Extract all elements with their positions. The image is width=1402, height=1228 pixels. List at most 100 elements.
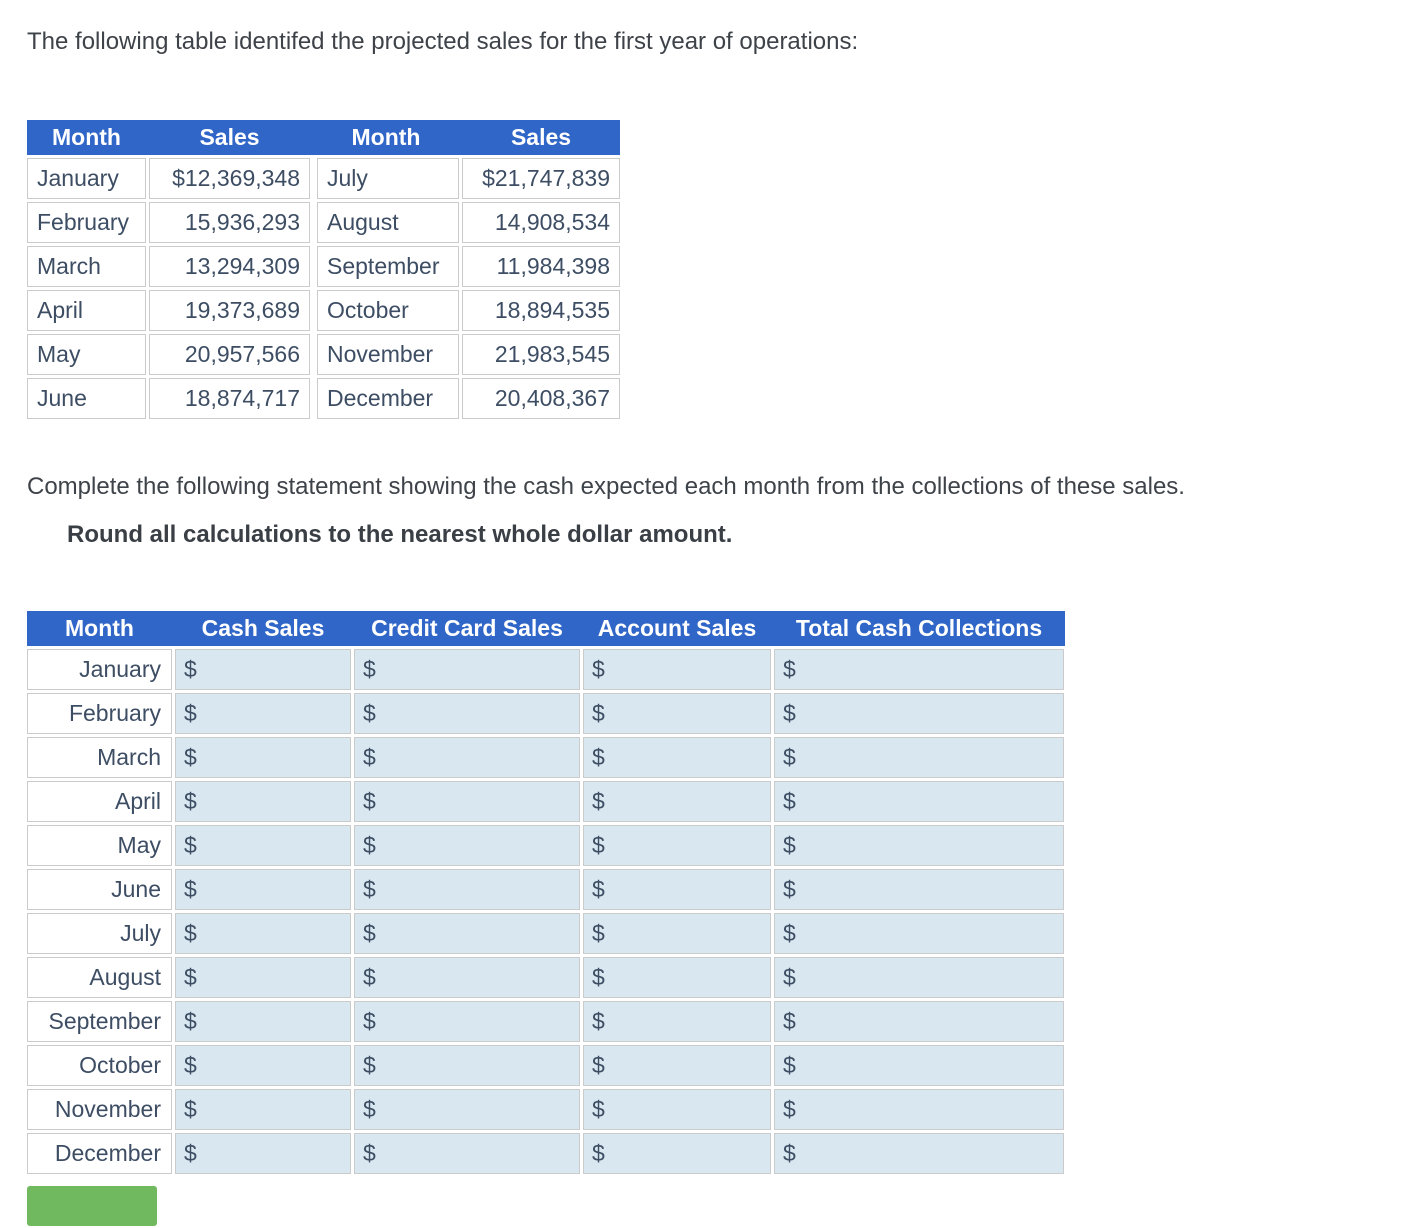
account-sales-input-january[interactable]: $ (583, 649, 771, 690)
account-sales-input-april[interactable]: $ (583, 781, 771, 822)
account-sales-input-december[interactable]: $ (583, 1133, 771, 1174)
sales-value-cell: 13,294,309 (149, 246, 310, 287)
bottom-button-cutoff[interactable] (27, 1186, 157, 1226)
column-header: Month (351, 124, 421, 150)
column-header: Month (65, 615, 134, 641)
currency-symbol: $ (783, 876, 796, 902)
account-sales-input-august[interactable]: $ (583, 957, 771, 998)
currency-symbol: $ (363, 1096, 376, 1122)
projected-sales-table-header: Month Sales Month Sales (27, 120, 620, 155)
month-cell: October (27, 1045, 172, 1086)
currency-symbol: $ (592, 744, 605, 770)
credit-card-sales-input-july[interactable]: $ (354, 913, 580, 954)
total-cash-collections-input-september[interactable]: $ (774, 1001, 1064, 1042)
sales-value-cell: 18,874,717 (149, 378, 310, 419)
total-cash-collections-input-december[interactable]: $ (774, 1133, 1064, 1174)
total-cash-collections-input-april[interactable]: $ (774, 781, 1064, 822)
credit-card-sales-input-november[interactable]: $ (354, 1089, 580, 1130)
column-header: Cash Sales (201, 615, 325, 641)
cash-sales-input-september[interactable]: $ (175, 1001, 351, 1042)
total-cash-collections-input-january[interactable]: $ (774, 649, 1064, 690)
currency-symbol: $ (363, 964, 376, 990)
cash-sales-input-february[interactable]: $ (175, 693, 351, 734)
cash-sales-input-april[interactable]: $ (175, 781, 351, 822)
intro-paragraph: The following table identifed the projec… (27, 28, 859, 55)
total-cash-collections-input-may[interactable]: $ (774, 825, 1064, 866)
currency-symbol: $ (783, 1096, 796, 1122)
cash-sales-input-july[interactable]: $ (175, 913, 351, 954)
cash-sales-input-may[interactable]: $ (175, 825, 351, 866)
currency-symbol: $ (592, 1140, 605, 1166)
currency-symbol: $ (783, 1140, 796, 1166)
credit-card-sales-input-february[interactable]: $ (354, 693, 580, 734)
currency-symbol: $ (363, 788, 376, 814)
total-cash-collections-input-july[interactable]: $ (774, 913, 1064, 954)
account-sales-input-june[interactable]: $ (583, 869, 771, 910)
cash-sales-input-january[interactable]: $ (175, 649, 351, 690)
sales-value-cell: $21,747,839 (462, 158, 620, 199)
cash-sales-input-october[interactable]: $ (175, 1045, 351, 1086)
currency-symbol: $ (184, 1096, 197, 1122)
account-sales-input-july[interactable]: $ (583, 913, 771, 954)
account-sales-input-october[interactable]: $ (583, 1045, 771, 1086)
currency-symbol: $ (363, 920, 376, 946)
credit-card-sales-input-may[interactable]: $ (354, 825, 580, 866)
cash-sales-input-august[interactable]: $ (175, 957, 351, 998)
currency-symbol: $ (783, 1008, 796, 1034)
credit-card-sales-input-december[interactable]: $ (354, 1133, 580, 1174)
projected-sales-table: Month Sales Month Sales January $12,369,348 J… (27, 120, 620, 419)
month-cell: November (27, 1089, 172, 1130)
cash-sales-input-november[interactable]: $ (175, 1089, 351, 1130)
cash-collections-table-header: Month Cash Sales Credit Card Sales Account … (27, 611, 1065, 646)
total-cash-collections-input-august[interactable]: $ (774, 957, 1064, 998)
column-header: Month (52, 124, 121, 150)
cash-sales-input-december[interactable]: $ (175, 1133, 351, 1174)
currency-symbol: $ (363, 876, 376, 902)
cash-collections-table-body: January $ $ $ $ February $ $ $ $ March $ $ $ $ April $ $ $… (27, 649, 1065, 1174)
month-cell: June (27, 378, 146, 419)
currency-symbol: $ (363, 656, 376, 682)
month-cell: May (27, 334, 146, 375)
currency-symbol: $ (783, 920, 796, 946)
sales-value-cell: 21,983,545 (462, 334, 620, 375)
total-cash-collections-input-march[interactable]: $ (774, 737, 1064, 778)
credit-card-sales-input-january[interactable]: $ (354, 649, 580, 690)
account-sales-input-march[interactable]: $ (583, 737, 771, 778)
credit-card-sales-input-august[interactable]: $ (354, 957, 580, 998)
sales-value-cell: $12,369,348 (149, 158, 310, 199)
rounding-note: Round all calculations to the nearest wh… (67, 521, 733, 548)
credit-card-sales-input-october[interactable]: $ (354, 1045, 580, 1086)
column-header: Total Cash Collections (795, 615, 1043, 641)
cash-sales-input-june[interactable]: $ (175, 869, 351, 910)
currency-symbol: $ (783, 964, 796, 990)
currency-symbol: $ (184, 832, 197, 858)
account-sales-input-november[interactable]: $ (583, 1089, 771, 1130)
currency-symbol: $ (592, 876, 605, 902)
cash-sales-input-march[interactable]: $ (175, 737, 351, 778)
currency-symbol: $ (363, 744, 376, 770)
month-cell: October (317, 290, 459, 331)
credit-card-sales-input-september[interactable]: $ (354, 1001, 580, 1042)
account-sales-input-february[interactable]: $ (583, 693, 771, 734)
cash-collections-table: Month Cash Sales Credit Card Sales Account … (27, 611, 1065, 1174)
credit-card-sales-input-march[interactable]: $ (354, 737, 580, 778)
credit-card-sales-input-june[interactable]: $ (354, 869, 580, 910)
total-cash-collections-input-june[interactable]: $ (774, 869, 1064, 910)
column-header: Sales (510, 124, 572, 150)
currency-symbol: $ (363, 832, 376, 858)
account-sales-input-may[interactable]: $ (583, 825, 771, 866)
account-sales-input-september[interactable]: $ (583, 1001, 771, 1042)
currency-symbol: $ (783, 1052, 796, 1078)
column-header: Credit Card Sales (371, 615, 563, 641)
credit-card-sales-input-april[interactable]: $ (354, 781, 580, 822)
month-cell: April (27, 290, 146, 331)
total-cash-collections-input-november[interactable]: $ (774, 1089, 1064, 1130)
sales-value-cell: 19,373,689 (149, 290, 310, 331)
month-cell: April (27, 781, 172, 822)
projected-sales-table-body: January $12,369,348 July $21,747,839 Februar… (27, 158, 620, 419)
sales-value-cell: 14,908,534 (462, 202, 620, 243)
month-cell: September (27, 1001, 172, 1042)
total-cash-collections-input-february[interactable]: $ (774, 693, 1064, 734)
total-cash-collections-input-october[interactable]: $ (774, 1045, 1064, 1086)
